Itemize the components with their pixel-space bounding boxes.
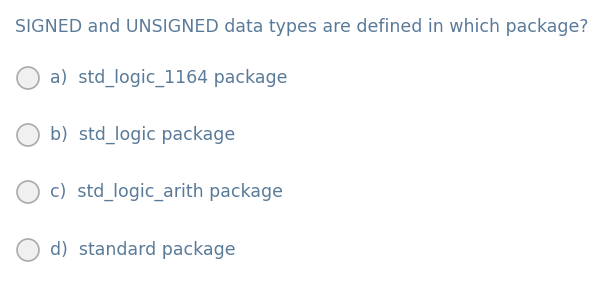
Ellipse shape: [17, 239, 39, 261]
Text: SIGNED and UNSIGNED data types are defined in which package?: SIGNED and UNSIGNED data types are defin…: [15, 18, 589, 36]
Ellipse shape: [17, 124, 39, 146]
Text: d)  standard package: d) standard package: [50, 241, 236, 259]
Text: c)  std_logic_arith package: c) std_logic_arith package: [50, 183, 283, 201]
Text: b)  std_logic package: b) std_logic package: [50, 126, 236, 144]
Text: a)  std_logic_1164 package: a) std_logic_1164 package: [50, 69, 288, 87]
Ellipse shape: [17, 181, 39, 203]
Ellipse shape: [17, 67, 39, 89]
